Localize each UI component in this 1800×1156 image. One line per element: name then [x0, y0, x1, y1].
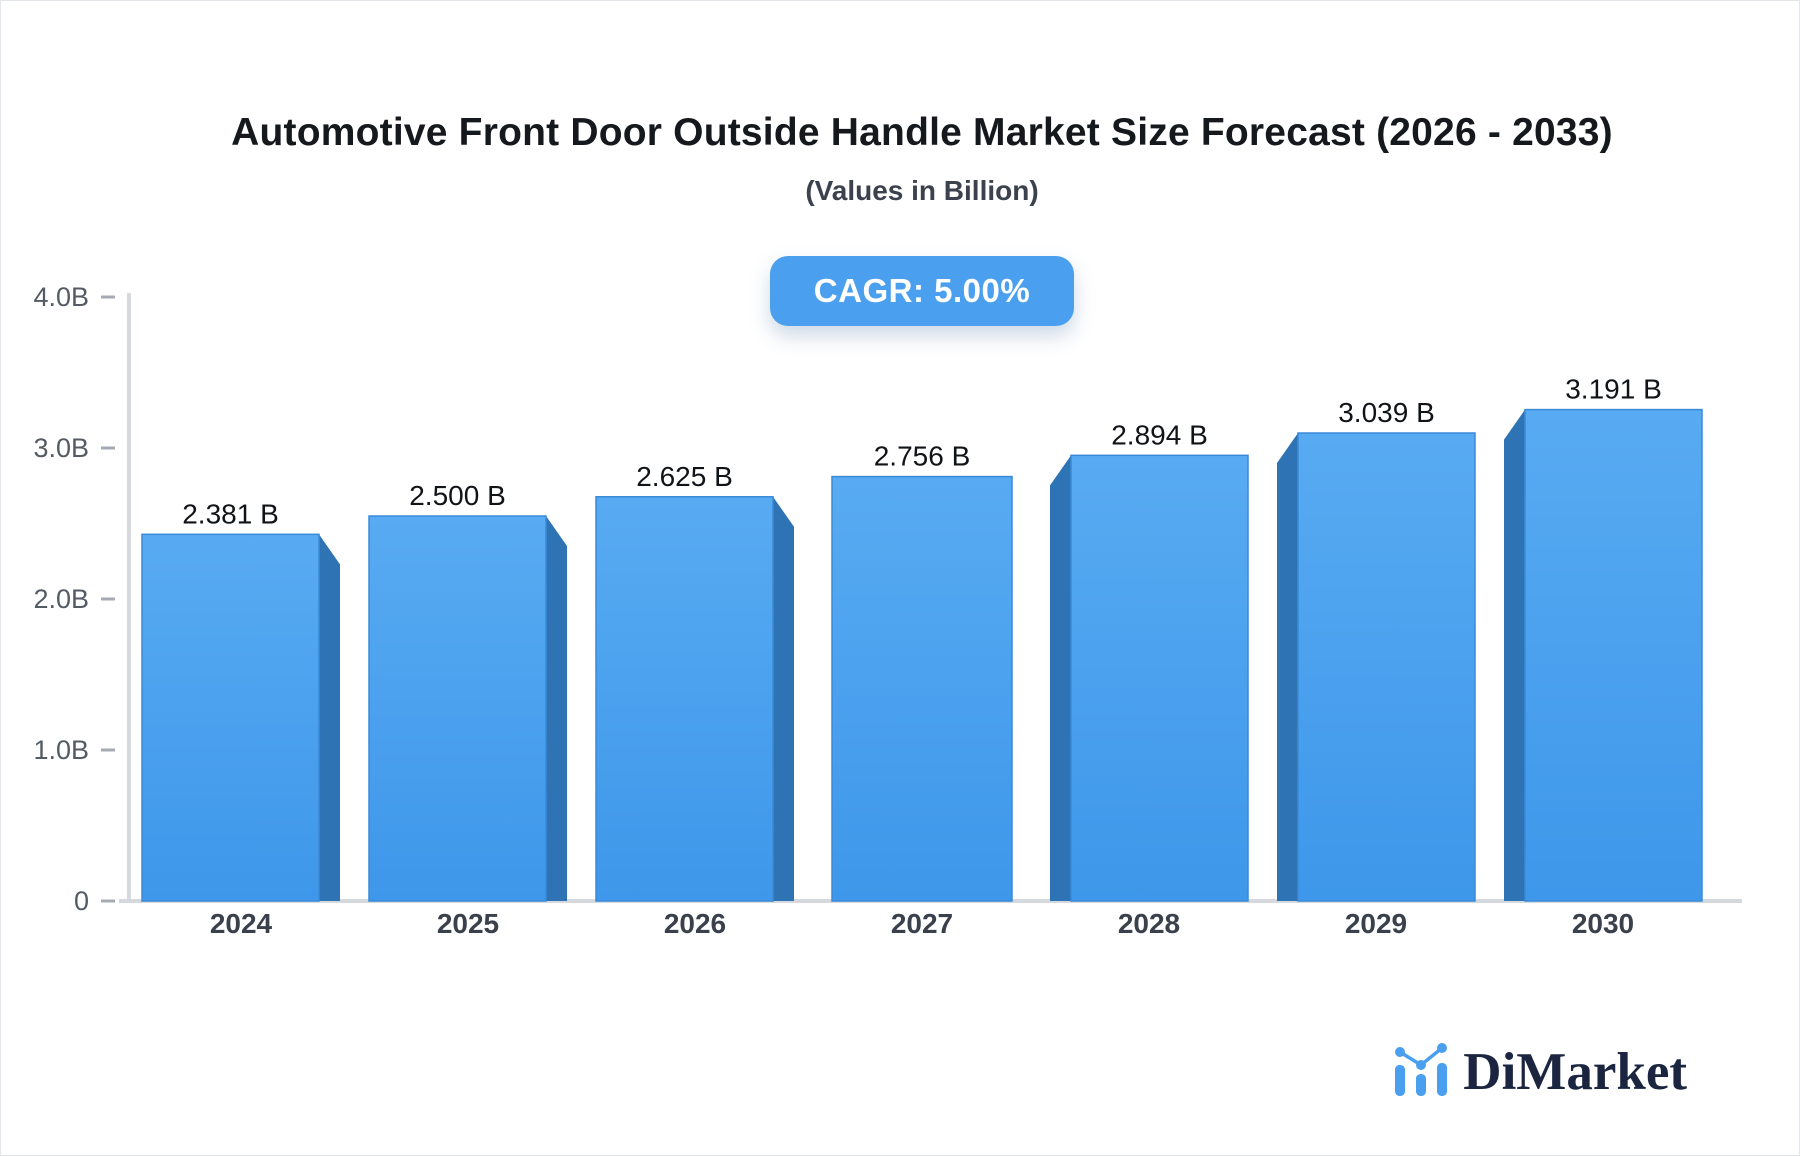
x-axis-label: 2029 — [1345, 908, 1407, 939]
y-tick-label: 4.0B — [33, 282, 89, 312]
y-tick-label: 3.0B — [33, 433, 89, 463]
bar-2028 — [1070, 454, 1249, 902]
bar-value-label: 3.191 B — [1565, 374, 1662, 405]
bar-value-label: 3.039 B — [1338, 397, 1435, 428]
x-axis-label: 2025 — [437, 908, 499, 939]
bar-2024 — [141, 533, 320, 902]
bar-side-2028 — [1050, 455, 1071, 901]
x-axis-label: 2026 — [664, 908, 726, 939]
x-axis-label: 2027 — [891, 908, 953, 939]
bar-2030 — [1524, 408, 1703, 902]
bar-2026 — [595, 496, 774, 902]
x-axis-label: 2028 — [1118, 908, 1180, 939]
y-tick-label: 0 — [74, 886, 89, 916]
bar-value-label: 2.625 B — [636, 461, 733, 492]
bar-side-2026 — [773, 496, 794, 901]
bar-value-label: 2.381 B — [182, 498, 279, 529]
bar-2027 — [831, 475, 1013, 902]
x-axis-label: 2030 — [1572, 908, 1634, 939]
y-tick-label: 1.0B — [33, 735, 89, 765]
y-tick-label: 2.0B — [33, 584, 89, 614]
bar-side-2029 — [1277, 432, 1298, 901]
bar-side-2030 — [1504, 409, 1525, 901]
dimarket-logo: DiMarket — [1393, 1039, 1687, 1099]
x-axis-label: 2024 — [210, 908, 273, 939]
bar-chart-logo-icon — [1395, 1043, 1448, 1096]
bar-2025 — [368, 515, 547, 902]
bar-side-2024 — [319, 534, 340, 901]
brand-name: DiMarket — [1463, 1043, 1687, 1101]
bar-value-label: 2.894 B — [1111, 419, 1208, 450]
bar-2029 — [1297, 432, 1476, 902]
bar-value-label: 2.756 B — [874, 441, 971, 472]
bar-value-label: 2.500 B — [409, 480, 506, 511]
bar-side-2025 — [546, 516, 567, 901]
